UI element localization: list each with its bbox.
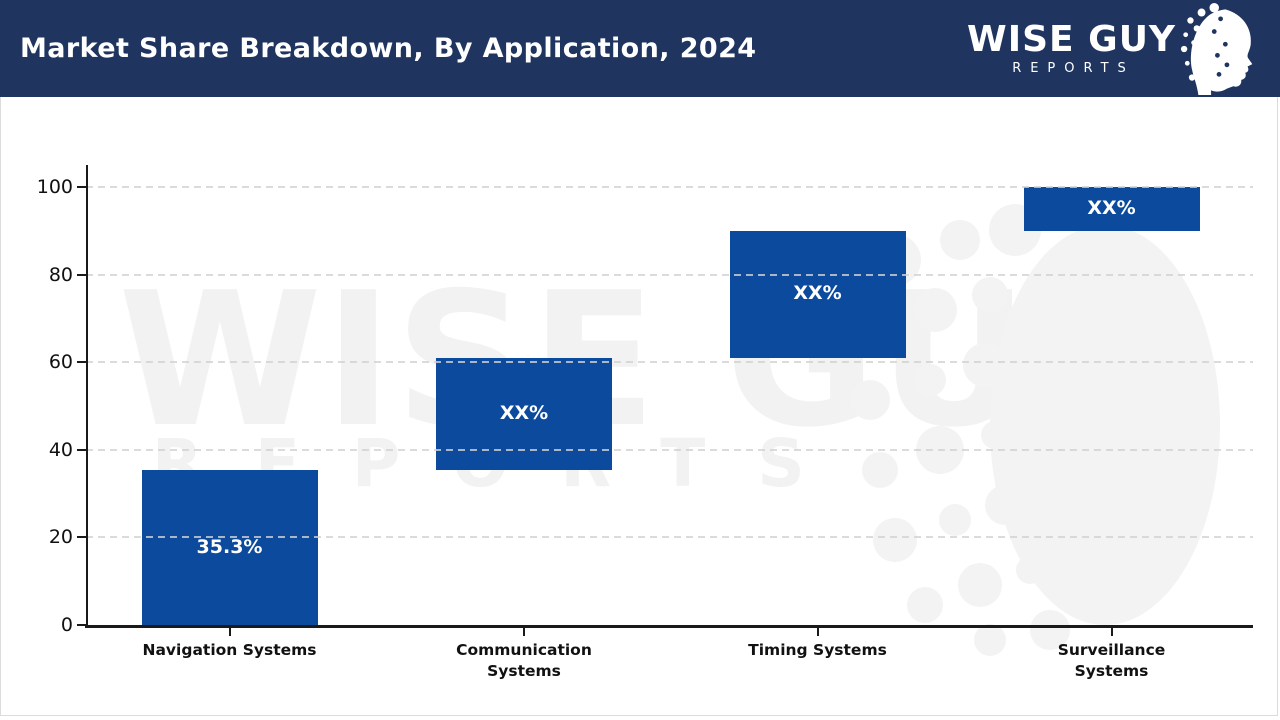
gridline — [86, 448, 1253, 451]
y-tick-mark — [77, 273, 86, 276]
bar-segment — [436, 357, 612, 471]
y-tick-label: 60 — [48, 351, 73, 374]
bar-value-label: XX% — [1087, 196, 1136, 219]
bar-segment — [1023, 187, 1200, 231]
logo-subtext: REPORTS — [1012, 61, 1135, 76]
bar-segment — [141, 470, 318, 625]
x-category-label-line: Navigation Systems — [142, 641, 317, 659]
y-tick-mark — [77, 186, 86, 188]
y-tick-label: 100 — [36, 176, 73, 198]
y-tick-mark — [77, 624, 86, 626]
x-category-label-line: Communication — [456, 641, 592, 659]
y-tick-mark — [77, 536, 86, 539]
x-category-label-line: Systems — [487, 662, 561, 680]
gridline — [86, 186, 1253, 188]
x-tick-mark — [1110, 628, 1113, 636]
gridline — [86, 273, 1253, 276]
header-bar: Market Share Breakdown, By Application, … — [0, 0, 1280, 97]
y-tick-label: 0 — [60, 614, 73, 636]
logo-wordmark: WISE GUY — [966, 19, 1176, 60]
y-tick-label: 80 — [48, 263, 73, 286]
x-tick-mark — [523, 628, 525, 636]
x-category-label: Navigation Systems — [110, 640, 350, 661]
x-tick-mark — [228, 628, 231, 636]
x-axis-line — [85, 625, 1253, 628]
y-axis-line — [86, 165, 88, 628]
brand-logo: WISE GUY REPORTS — [966, 2, 1260, 95]
bar-value-label: 35.3% — [196, 535, 263, 558]
gridline — [86, 361, 1253, 364]
bar-value-label: XX% — [499, 402, 549, 425]
x-tick-mark — [816, 628, 819, 636]
x-category-label-line: Timing Systems — [748, 641, 887, 659]
y-tick-mark — [77, 448, 86, 451]
y-tick-label: 20 — [48, 526, 73, 549]
page-title: Market Share Breakdown, By Application, … — [20, 33, 757, 64]
gridline — [86, 536, 1253, 539]
x-category-label-line: Systems — [1074, 662, 1149, 680]
x-category-label: Surveillance Systems — [992, 640, 1232, 682]
bar-value-label: XX% — [793, 282, 842, 305]
x-category-label: Communication Systems — [404, 640, 644, 682]
y-tick-mark — [77, 361, 86, 364]
logo-face-icon — [1180, 2, 1253, 95]
x-category-label: Timing Systems — [698, 640, 938, 661]
y-tick-label: 40 — [48, 438, 73, 461]
x-category-label-line: Surveillance — [1057, 641, 1166, 659]
